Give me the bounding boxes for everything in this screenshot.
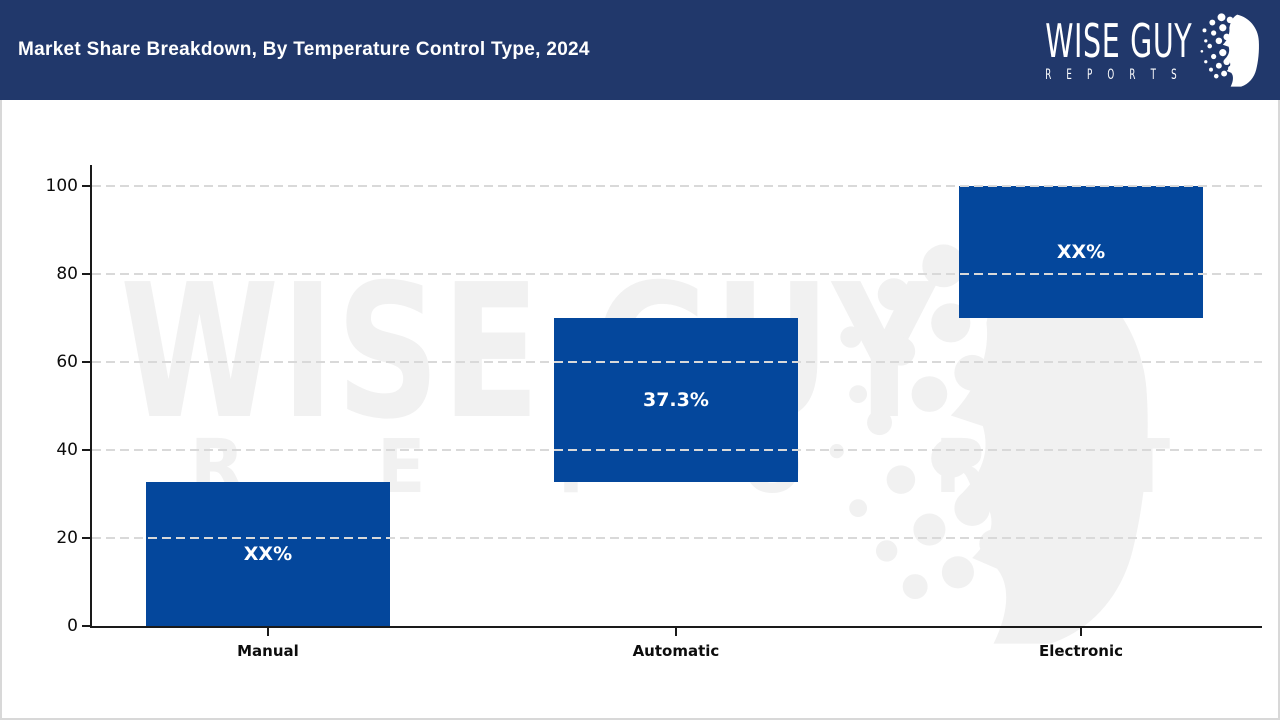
y-gridline <box>92 449 1262 452</box>
wiseguy-logo: WISE GUY R E P O R T S <box>955 10 1266 90</box>
x-axis-label: Electronic <box>1038 642 1124 660</box>
y-tick-label: 80 <box>56 264 78 285</box>
x-tick-mark <box>1080 628 1082 636</box>
x-tick-mark <box>674 628 677 636</box>
logo-subtext: R E P O R T S <box>1044 67 1183 83</box>
chart-canvas: WISE GUY R E P O R T S 020406080100XX%Ma… <box>0 100 1280 720</box>
y-tick-mark <box>82 449 92 452</box>
y-tick-label: 100 <box>45 176 78 197</box>
bar-automatic: 37.3% <box>553 318 798 483</box>
y-gridline <box>92 361 1262 364</box>
logo-wordmark: WISE GUY <box>1044 14 1192 68</box>
wiseguy-head-icon <box>1194 10 1266 90</box>
y-tick-label: 0 <box>67 616 78 636</box>
bar-value-label: 37.3% <box>642 389 709 412</box>
x-axis-label: Manual <box>237 642 299 660</box>
y-tick-mark <box>82 361 92 364</box>
y-gridline <box>92 537 1262 540</box>
y-gridline <box>92 185 1262 188</box>
y-tick-label: 20 <box>56 528 78 549</box>
bar-manual: XX% <box>145 482 390 626</box>
x-axis-label: Automatic <box>632 642 720 660</box>
bar-value-label: XX% <box>1056 241 1106 264</box>
page-title: Market Share Breakdown, By Temperature C… <box>18 39 590 60</box>
x-tick-mark <box>266 628 269 636</box>
wiseguy-logo-text: WISE GUY R E P O R T S <box>1045 18 1192 82</box>
bar-value-label: XX% <box>243 543 293 566</box>
y-tick-mark <box>82 537 92 540</box>
y-tick-label: 40 <box>56 440 78 461</box>
header-bar: Market Share Breakdown, By Temperature C… <box>0 0 1280 100</box>
bar-electronic: XX% <box>959 186 1203 319</box>
y-tick-mark <box>82 625 92 627</box>
y-tick-label: 60 <box>56 352 78 373</box>
y-tick-mark <box>82 273 92 276</box>
y-gridline <box>92 273 1262 276</box>
y-tick-mark <box>82 185 92 188</box>
bar-chart-plot-area: 0 20 40 60 80 100 XX% Manual 37.3% Automatic XX% El… <box>46 165 1262 660</box>
